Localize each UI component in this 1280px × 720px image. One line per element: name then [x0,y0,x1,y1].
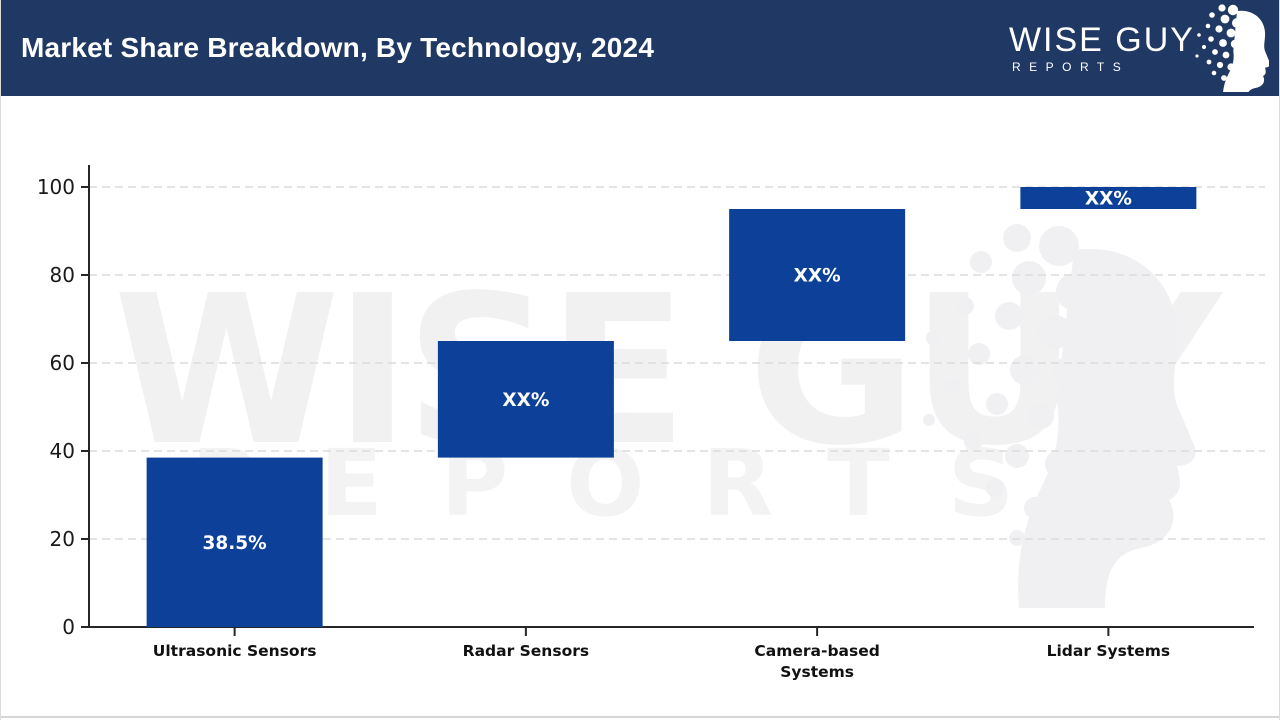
logo-text: WISE GUY REPORTS [1009,23,1195,74]
x-category-label: Radar Sensors [463,642,589,660]
bar-segment [437,341,614,458]
y-tick-label: 60 [50,351,75,375]
y-tick-label: 100 [37,175,75,199]
x-category-label: Ultrasonic Sensors [153,642,317,660]
bar-segment [1020,187,1197,209]
logo-wordmark: WISE GUY [1008,20,1195,59]
bar-value-label: 38.5% [203,533,267,554]
bar-value-label: XX% [502,390,549,411]
x-category-label: Camera-based [754,642,879,660]
bottom-border [1,716,1279,718]
header: Market Share Breakdown, By Technology, 2… [1,0,1279,96]
bar-value-label: XX% [1085,189,1132,210]
y-tick-label: 80 [50,263,75,287]
chart-title: Market Share Breakdown, By Technology, 2… [21,32,655,63]
wiseguy-logo: WISE GUY REPORTS [1009,4,1269,92]
y-tick-label: 20 [50,527,75,551]
y-tick-label: 40 [50,439,75,463]
bar-segment [729,209,906,341]
logo-subtitle: REPORTS [1011,59,1130,74]
x-category-label: Systems [780,663,854,681]
logo-head-icon [1195,4,1269,92]
bar-segment [146,457,323,627]
bar-value-label: XX% [794,266,841,287]
y-tick-label: 0 [62,615,75,639]
x-category-label: Lidar Systems [1047,642,1171,660]
